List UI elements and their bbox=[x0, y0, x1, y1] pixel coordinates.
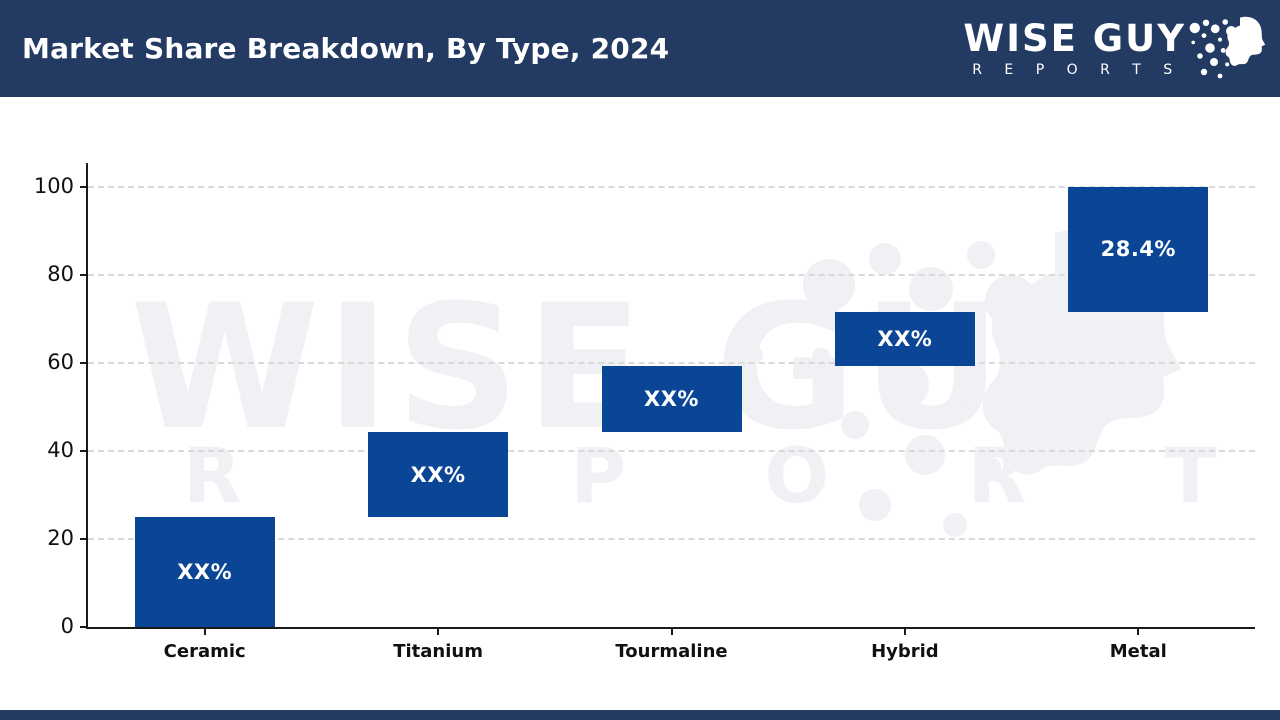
wise-guy-reports-logo: WISE GUY R E P O R T S bbox=[963, 8, 1266, 90]
y-tick-label-60: 60 bbox=[47, 350, 74, 374]
x-tick-mark-4 bbox=[1137, 627, 1140, 635]
bar-value-label: XX% bbox=[177, 560, 233, 584]
x-tick-mark-3 bbox=[903, 627, 906, 635]
bar-value-label: XX% bbox=[410, 462, 466, 487]
y-tick-mark-80 bbox=[80, 274, 88, 276]
x-category-label-metal: Metal bbox=[1109, 641, 1167, 662]
bar-tourmaline: XX% bbox=[601, 365, 742, 433]
y-axis-spine bbox=[86, 163, 88, 629]
x-category-label-titanium: Titanium bbox=[393, 641, 483, 662]
x-axis-spine bbox=[86, 627, 1255, 629]
y-tick-label-40: 40 bbox=[47, 438, 74, 462]
y-tick-mark-40 bbox=[80, 450, 88, 452]
gridline-y80 bbox=[88, 274, 1255, 276]
logo-subtitle: R E P O R T S bbox=[972, 62, 1182, 78]
gridline-y20 bbox=[88, 538, 1255, 540]
y-tick-label-100: 100 bbox=[33, 174, 74, 198]
bar-value-label: XX% bbox=[877, 326, 933, 351]
y-tick-mark-100 bbox=[80, 186, 88, 188]
logo-wordmark: WISE GUY bbox=[963, 17, 1186, 60]
x-tick-mark-0 bbox=[203, 627, 206, 635]
y-tick-label-80: 80 bbox=[47, 262, 74, 286]
y-tick-label-0: 0 bbox=[60, 614, 74, 638]
x-category-label-hybrid: Hybrid bbox=[871, 641, 939, 662]
x-category-label-tourmaline: Tourmaline bbox=[615, 641, 728, 662]
y-tick-label-20: 20 bbox=[47, 526, 74, 550]
bar-value-label: 28.4% bbox=[1100, 237, 1176, 262]
bar-metal: 28.4% bbox=[1068, 187, 1209, 312]
gridline-y100 bbox=[88, 186, 1255, 188]
gridline-y60 bbox=[88, 362, 1255, 364]
logo-text: WISE GUY R E P O R T S bbox=[963, 20, 1186, 77]
bar-value-label: XX% bbox=[644, 386, 699, 411]
y-tick-mark-20 bbox=[80, 538, 88, 540]
logo-face-icon bbox=[1189, 16, 1266, 78]
y-tick-mark-0 bbox=[80, 626, 88, 628]
bar-hybrid: XX% bbox=[834, 311, 975, 366]
x-tick-mark-1 bbox=[437, 627, 440, 635]
footer-bar bbox=[0, 710, 1280, 720]
bar-ceramic: XX% bbox=[134, 517, 275, 627]
x-tick-mark-2 bbox=[670, 627, 673, 635]
bar-titanium: XX% bbox=[368, 432, 509, 517]
page-title: Market Share Breakdown, By Type, 2024 bbox=[22, 32, 670, 65]
y-tick-mark-60 bbox=[80, 362, 88, 364]
x-category-label-ceramic: Ceramic bbox=[163, 641, 246, 662]
header-bar: Market Share Breakdown, By Type, 2024 WI… bbox=[0, 0, 1280, 97]
gridline-y40 bbox=[88, 450, 1255, 452]
